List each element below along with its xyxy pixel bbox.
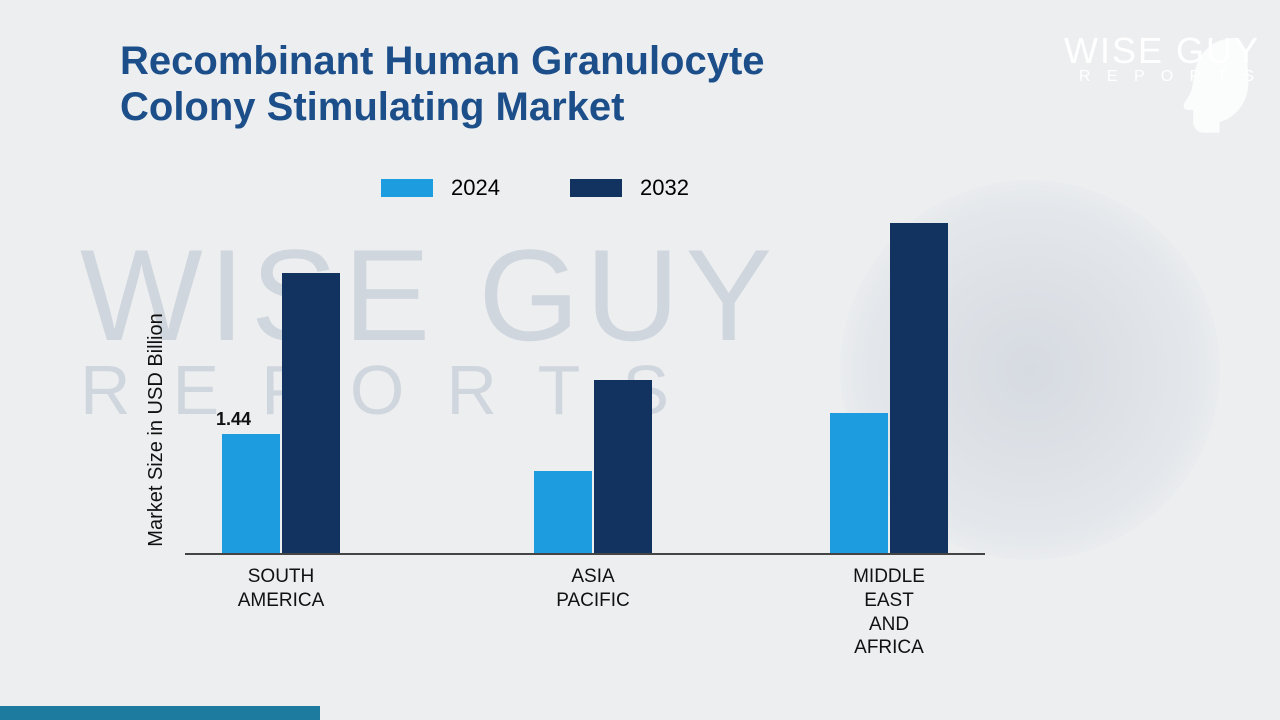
legend-swatch-2024 xyxy=(381,179,433,197)
bar-2032 xyxy=(282,273,340,554)
legend: 2024 2032 xyxy=(85,175,985,201)
bar-2024: 1.44 xyxy=(222,434,280,553)
bar-2024 xyxy=(830,413,888,553)
chart-title-block: Recombinant Human Granulocyte Colony Sti… xyxy=(120,38,880,130)
legend-label-2024: 2024 xyxy=(451,175,500,201)
legend-label-2032: 2032 xyxy=(640,175,689,201)
bar-2032 xyxy=(890,223,948,553)
bar-group xyxy=(513,380,673,553)
legend-swatch-2032 xyxy=(570,179,622,197)
bottom-accent-strip xyxy=(0,706,320,720)
legend-item-2032: 2032 xyxy=(570,175,689,201)
brand-logo: WISE GUY R E P O R T S xyxy=(1064,30,1260,86)
chart-title: Recombinant Human Granulocyte Colony Sti… xyxy=(120,38,880,130)
bar-2024 xyxy=(534,471,592,554)
y-axis-label: Market Size in USD Billion xyxy=(145,313,168,546)
plot-area: 1.44 xyxy=(185,225,985,555)
chart-canvas: WISE GUY REPORTS WISE GUY R E P O R T S … xyxy=(0,0,1280,720)
bar-2032 xyxy=(594,380,652,553)
legend-item-2024: 2024 xyxy=(381,175,500,201)
chart-area: Market Size in USD Billion 2024 2032 1.4… xyxy=(85,175,985,685)
x-axis-category-label: SOUTH AMERICA xyxy=(201,565,361,613)
logo-head-icon xyxy=(1150,20,1270,140)
bar-value-label: 1.44 xyxy=(216,409,251,430)
x-axis-category-label: MIDDLE EAST AND AFRICA xyxy=(809,565,969,660)
bar-group: 1.44 xyxy=(201,273,361,554)
bar-group xyxy=(809,223,969,553)
x-axis-category-label: ASIA PACIFIC xyxy=(513,565,673,613)
